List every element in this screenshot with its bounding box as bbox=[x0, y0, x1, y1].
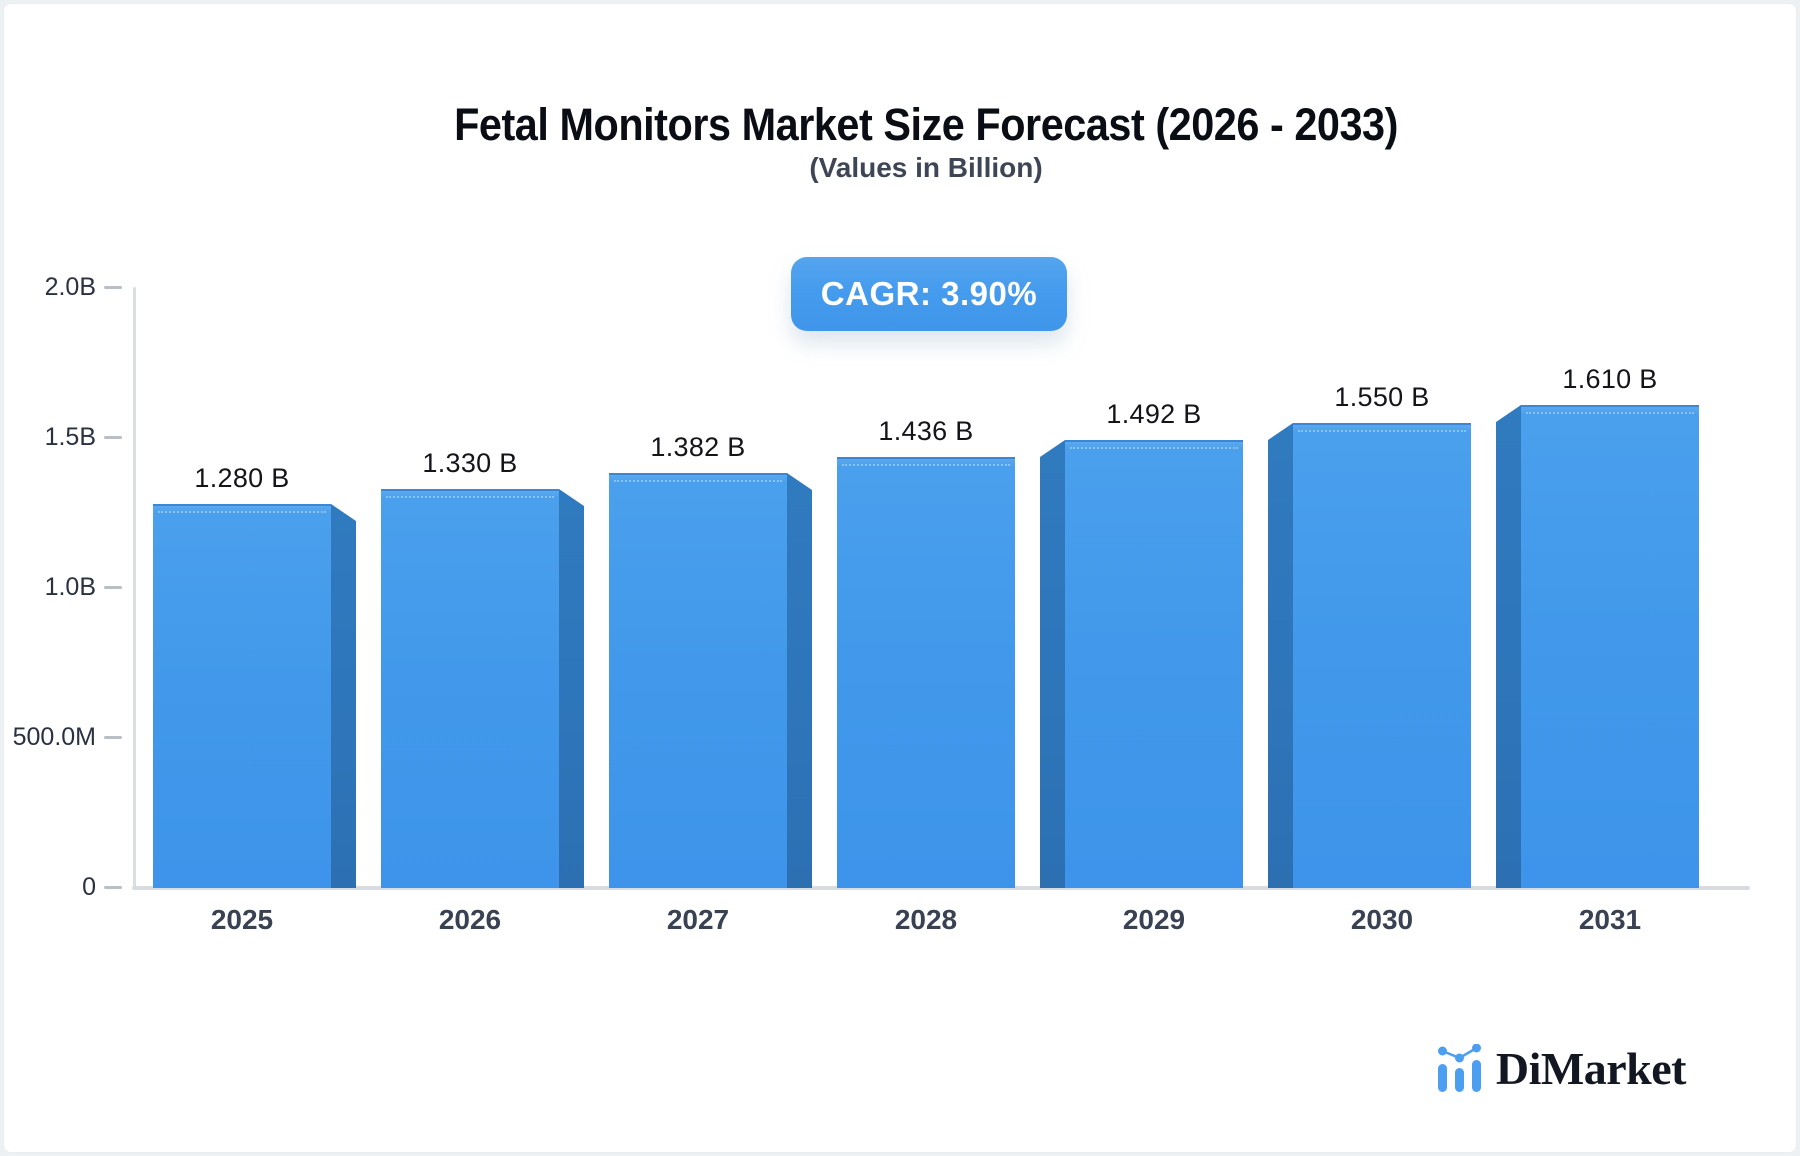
y-axis-line bbox=[133, 287, 136, 888]
y-axis-tick-dash bbox=[104, 286, 122, 289]
bar bbox=[1065, 440, 1243, 888]
y-axis-tick-label: 500.0M bbox=[12, 723, 96, 751]
x-axis-label: 2031 bbox=[1578, 904, 1642, 935]
bar-value-label: 1.610 B bbox=[1562, 364, 1658, 394]
bar-value-label: 1.330 B bbox=[422, 448, 518, 478]
bar-value-label: 1.382 B bbox=[650, 432, 746, 462]
bar bbox=[381, 489, 559, 888]
cagr-badge: CAGR: 3.90% bbox=[791, 257, 1067, 331]
x-axis-label: 2027 bbox=[666, 904, 730, 935]
bar-value-label: 1.550 B bbox=[1334, 382, 1430, 412]
bar-value-label: 1.436 B bbox=[878, 416, 974, 446]
bar bbox=[837, 457, 1015, 888]
y-axis-tick-label: 1.5B bbox=[44, 423, 96, 451]
bar-3d-side bbox=[559, 489, 584, 888]
bar-3d-side bbox=[1040, 440, 1065, 888]
bar-3d-side bbox=[1496, 405, 1521, 888]
x-axis-label: 2028 bbox=[894, 904, 958, 935]
bar-3d-side bbox=[787, 473, 812, 888]
brand-name: DiMarket bbox=[1495, 1043, 1687, 1094]
x-axis-label: 2029 bbox=[1122, 904, 1186, 935]
chart-title: Fetal Monitors Market Size Forecast (202… bbox=[413, 100, 1439, 150]
bar bbox=[153, 504, 331, 888]
y-axis-tick-dash bbox=[104, 586, 122, 589]
y-axis-tick-dash bbox=[104, 886, 122, 889]
x-axis-label: 2026 bbox=[438, 904, 502, 935]
bar bbox=[1521, 405, 1699, 888]
bar-3d-side bbox=[1268, 423, 1293, 888]
brand-logo: DiMarket bbox=[1437, 1042, 1687, 1094]
bar bbox=[609, 473, 787, 888]
x-axis-line bbox=[132, 886, 1750, 890]
y-axis-tick-label: 2.0B bbox=[44, 273, 96, 301]
y-axis-tick-label: 1.0B bbox=[44, 573, 96, 601]
bar-value-label: 1.280 B bbox=[194, 463, 290, 493]
x-axis-label: 2025 bbox=[210, 904, 274, 935]
chart-subtitle: (Values in Billion) bbox=[809, 152, 1043, 183]
bar-3d-side bbox=[331, 504, 356, 888]
plot-area: 2.0B 1.5B 1.0B 500.0M 0 1.280 B 2025 1.330 B 202… bbox=[4, 4, 1796, 1152]
x-axis-label: 2030 bbox=[1350, 904, 1414, 935]
bar bbox=[1293, 423, 1471, 888]
y-axis-tick-dash bbox=[104, 436, 122, 439]
bar-chart-logo-icon bbox=[1437, 1044, 1481, 1092]
y-axis-tick-label: 0 bbox=[82, 873, 96, 901]
chart-title-text: Fetal Monitors Market Size Forecast (202… bbox=[454, 99, 1398, 150]
cagr-badge-label: CAGR: 3.90% bbox=[820, 275, 1038, 312]
y-axis-tick-dash bbox=[104, 736, 122, 739]
bar-value-label: 1.492 B bbox=[1106, 399, 1202, 429]
chart-card: Fetal Monitors Market Size Forecast (202… bbox=[3, 3, 1797, 1153]
